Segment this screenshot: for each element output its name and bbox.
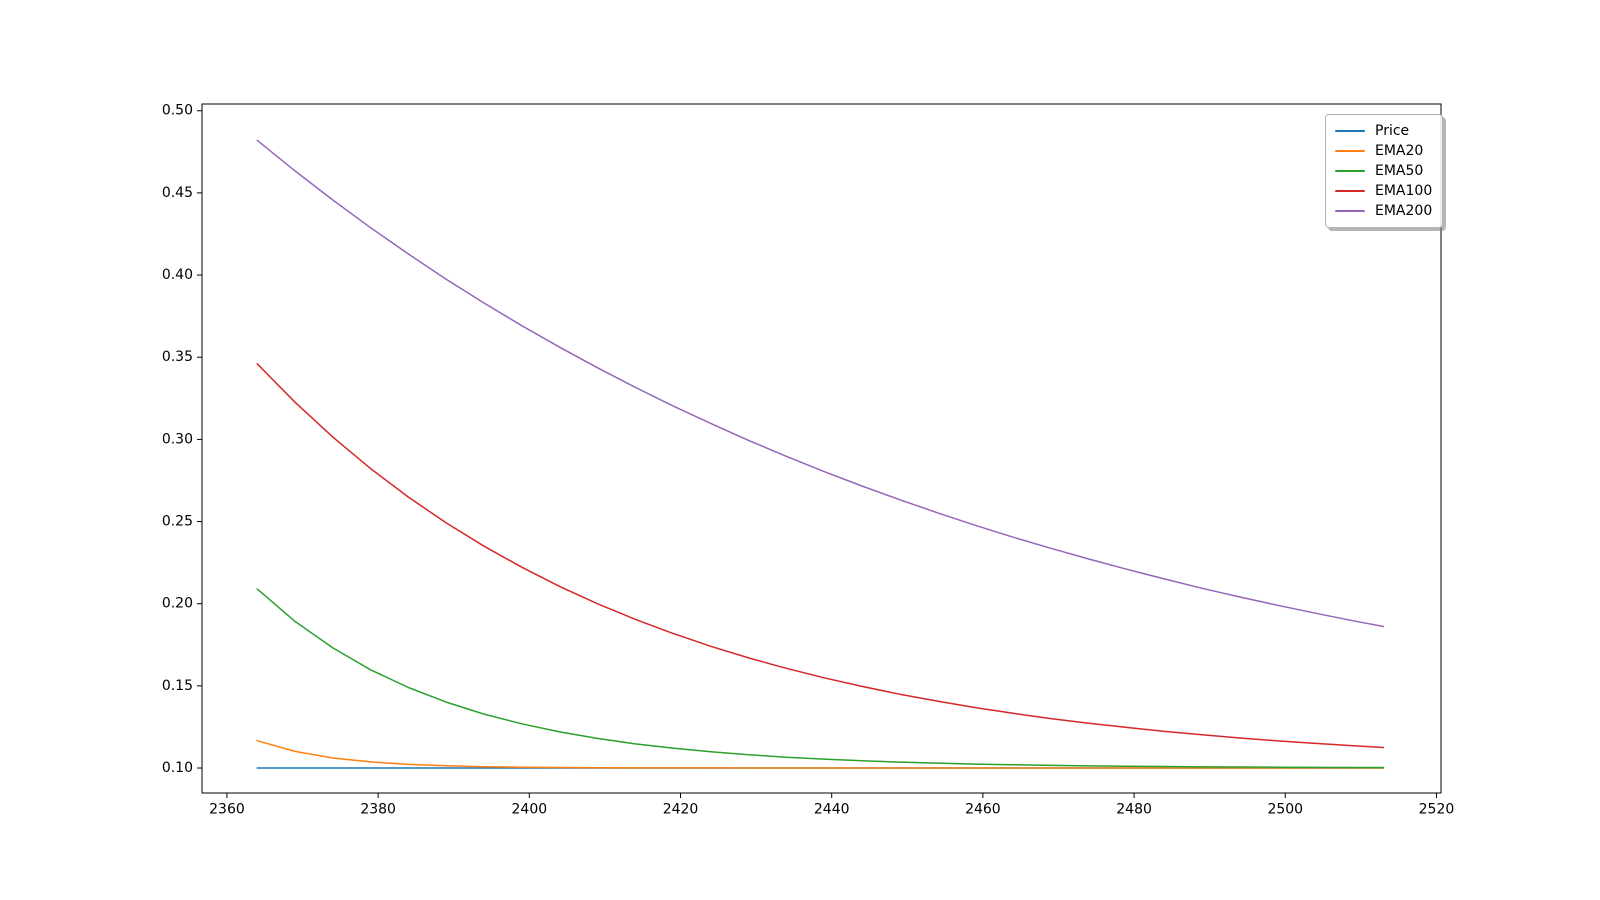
x-tick-label: 2480 [1116, 802, 1152, 818]
x-tick-label: 2380 [360, 802, 396, 818]
legend-label-price: Price [1375, 123, 1410, 139]
x-tick-label: 2500 [1267, 802, 1303, 818]
y-tick-label: 0.15 [162, 678, 193, 694]
legend-item-ema200: EMA200 [1335, 201, 1432, 221]
x-tick-label: 2440 [814, 802, 850, 818]
y-tick-label: 0.20 [162, 596, 193, 612]
legend-label-ema100: EMA100 [1375, 183, 1433, 199]
y-tick-label: 0.25 [162, 514, 193, 530]
legend-item-ema20: EMA20 [1335, 141, 1432, 161]
y-tick-label: 0.10 [162, 760, 193, 776]
series-line-ema20 [256, 739, 1385, 769]
y-tick-label: 0.30 [162, 431, 193, 447]
legend-label-ema50: EMA50 [1375, 163, 1424, 179]
series-line-ema50 [256, 588, 1385, 769]
y-tick-label: 0.45 [162, 185, 193, 201]
series-line-ema200 [256, 139, 1385, 628]
legend-line-swatch-ema100 [1335, 190, 1365, 192]
y-tick-label: 0.50 [162, 103, 193, 119]
y-tick-label: 0.40 [162, 267, 193, 283]
series-line-ema100 [256, 363, 1385, 749]
legend-item-price: Price [1335, 121, 1432, 141]
y-tick-label: 0.35 [162, 349, 193, 365]
legend-label-ema200: EMA200 [1375, 203, 1433, 219]
axes-frame [201, 103, 1442, 794]
legend: Price EMA20 EMA50 EMA100 EMA200 [1325, 114, 1444, 228]
legend-line-swatch-ema50 [1335, 170, 1365, 172]
legend-line-swatch-ema200 [1335, 210, 1365, 212]
legend-item-ema100: EMA100 [1335, 181, 1432, 201]
legend-item-ema50: EMA50 [1335, 161, 1432, 181]
legend-line-swatch-price [1335, 130, 1365, 132]
x-tick-label: 2520 [1419, 802, 1455, 818]
x-tick-label: 2460 [965, 802, 1001, 818]
x-tick-label: 2400 [512, 802, 548, 818]
x-tick-label: 2360 [209, 802, 245, 818]
legend-line-swatch-ema20 [1335, 150, 1365, 152]
x-tick-label: 2420 [663, 802, 699, 818]
legend-label-ema20: EMA20 [1375, 143, 1424, 159]
